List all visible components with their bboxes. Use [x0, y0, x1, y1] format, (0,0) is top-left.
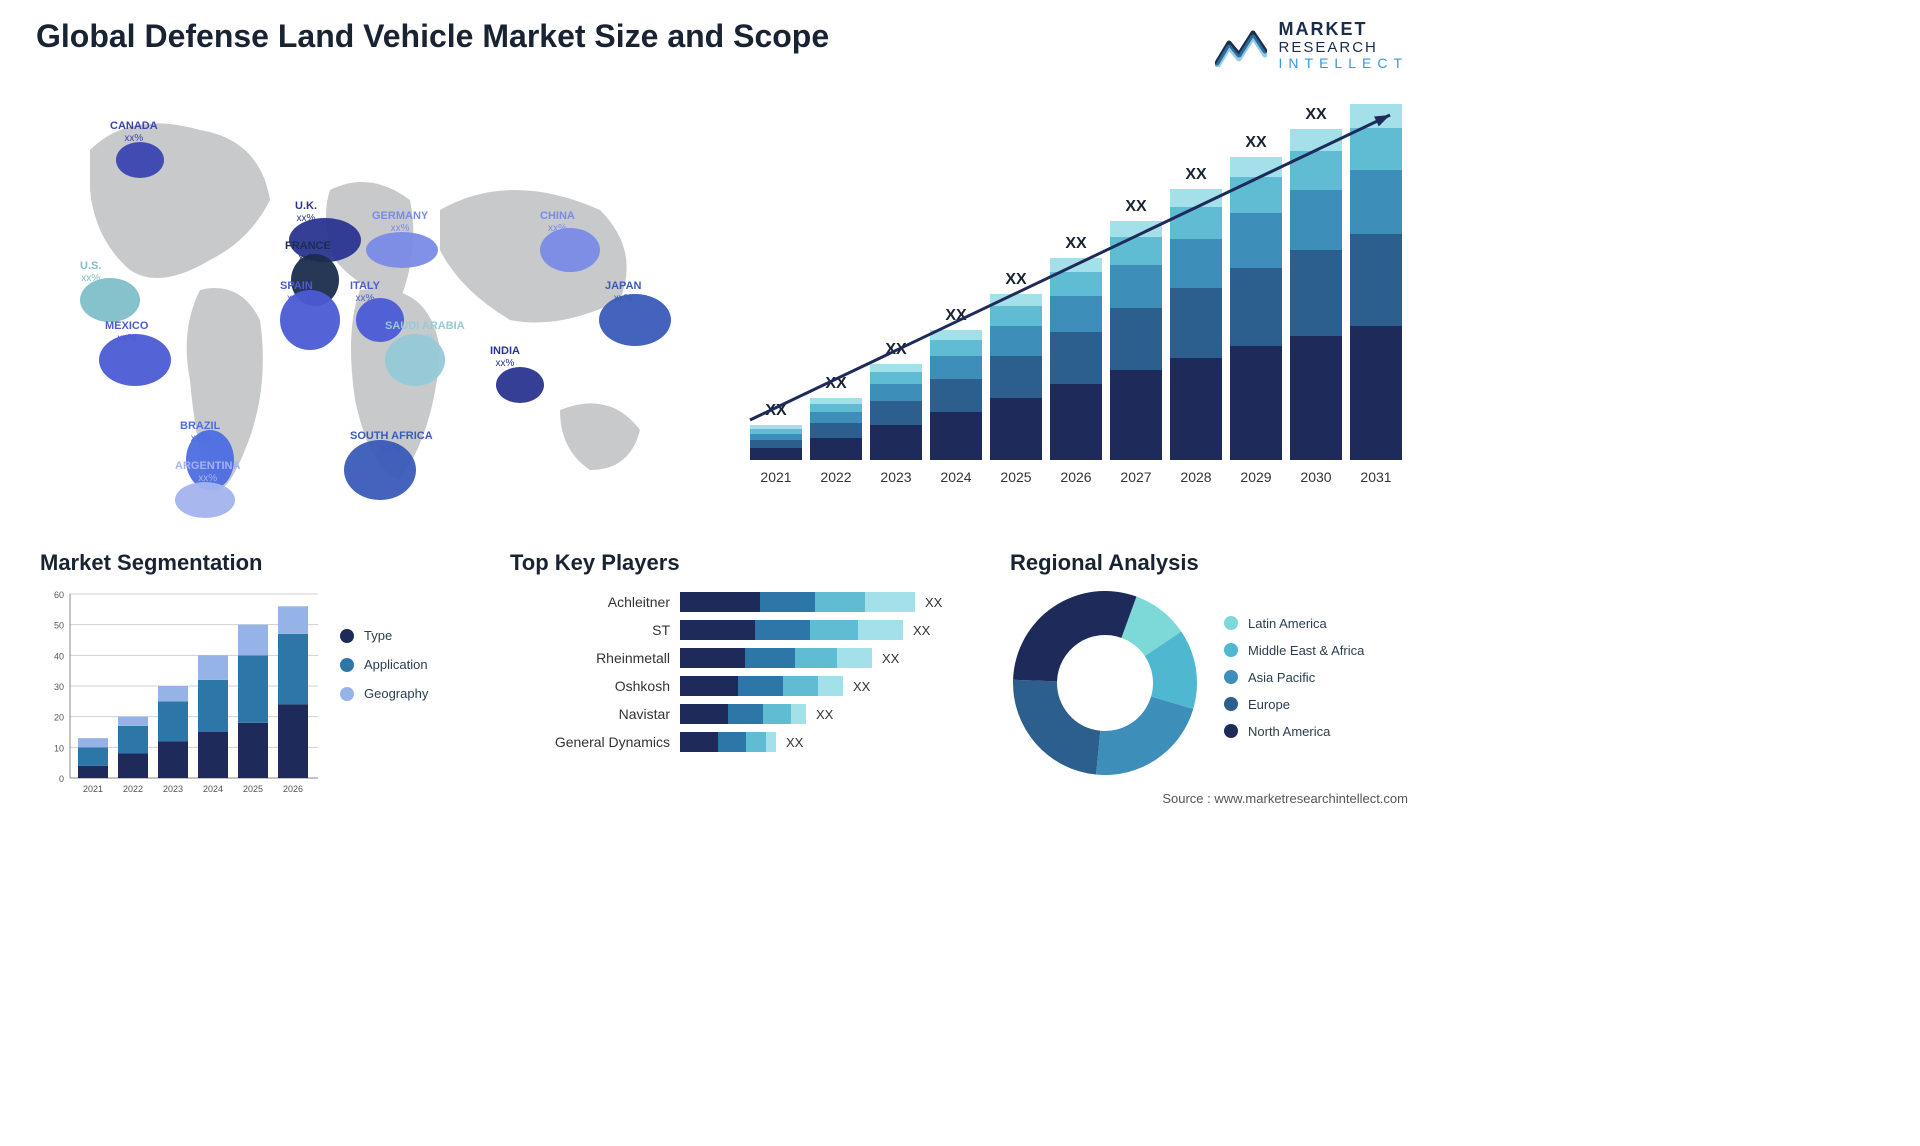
svg-text:2023: 2023 [163, 784, 183, 794]
map-label-italy: ITALYxx% [350, 280, 380, 305]
segmentation-legend-item: Geography [340, 686, 428, 701]
svg-text:2022: 2022 [123, 784, 143, 794]
svg-text:2026: 2026 [1060, 469, 1091, 485]
svg-text:XX: XX [1245, 134, 1267, 151]
regional-legend-item: Latin America [1224, 616, 1364, 631]
segmentation-section: Market Segmentation 0 10 20 30 40 50 60 2021 202… [40, 550, 460, 803]
svg-text:2026: 2026 [283, 784, 303, 794]
source-text: Source : www.marketresearchintellect.com [1162, 791, 1408, 806]
player-bar-row: XX [680, 728, 940, 756]
svg-text:XX: XX [1125, 198, 1147, 215]
svg-text:XX: XX [1005, 271, 1027, 288]
svg-text:60: 60 [54, 590, 64, 600]
player-label: Achleitner [510, 588, 680, 616]
svg-text:XX: XX [1065, 235, 1087, 252]
map-label-u-s-: U.S.xx% [80, 260, 101, 285]
svg-text:20: 20 [54, 713, 64, 723]
regional-donut [1010, 588, 1200, 778]
player-label: Navistar [510, 700, 680, 728]
svg-text:2027: 2027 [1120, 469, 1151, 485]
svg-text:2031: 2031 [1360, 469, 1391, 485]
growth-chart-svg: XX2021XX2022XX2023XX2024XX2025XX2026XX20… [740, 100, 1410, 520]
map-label-saudi-arabia: SAUDI ARABIAxx% [385, 320, 465, 345]
segmentation-legend: Type Application Geography [340, 628, 428, 715]
logo-line2: RESEARCH [1279, 40, 1408, 57]
key-players-bars: XX XX XX XX XX XX [680, 588, 940, 756]
player-label: Oshkosh [510, 672, 680, 700]
world-map: CANADAxx% U.S.xx% MEXICOxx% BRAZILxx% ARGENT… [40, 90, 680, 530]
svg-text:2025: 2025 [243, 784, 263, 794]
svg-text:10: 10 [54, 743, 64, 753]
player-bar-row: XX [680, 616, 940, 644]
map-label-argentina: ARGENTINAxx% [175, 460, 240, 485]
key-players-title: Top Key Players [510, 550, 990, 576]
key-players-section: Top Key Players AchleitnerSTRheinmetallO… [510, 550, 990, 756]
map-label-germany: GERMANYxx% [372, 210, 428, 235]
map-label-canada: CANADAxx% [110, 120, 158, 145]
segmentation-title: Market Segmentation [40, 550, 460, 576]
segmentation-legend-item: Application [340, 657, 428, 672]
svg-text:40: 40 [54, 651, 64, 661]
map-label-brazil: BRAZILxx% [180, 420, 220, 445]
growth-chart: XX2021XX2022XX2023XX2024XX2025XX2026XX20… [740, 100, 1410, 520]
svg-text:2030: 2030 [1300, 469, 1331, 485]
map-label-mexico: MEXICOxx% [105, 320, 148, 345]
svg-text:2022: 2022 [820, 469, 851, 485]
svg-text:2023: 2023 [880, 469, 911, 485]
svg-text:2029: 2029 [1240, 469, 1271, 485]
regional-section: Regional Analysis Latin America Middle Ea… [1010, 550, 1420, 778]
segmentation-legend-item: Type [340, 628, 428, 643]
map-label-u-k-: U.K.xx% [295, 200, 317, 225]
map-label-india: INDIAxx% [490, 345, 520, 370]
svg-text:30: 30 [54, 682, 64, 692]
map-label-south-africa: SOUTH AFRICAxx% [350, 430, 433, 455]
svg-text:0: 0 [59, 774, 64, 784]
logo-line1: MARKET [1279, 20, 1408, 40]
player-value: XX [925, 595, 942, 610]
brand-logo: MARKET RESEARCH INTELLECT [1215, 20, 1408, 72]
page-title: Global Defense Land Vehicle Market Size … [36, 18, 829, 55]
player-value: XX [853, 679, 870, 694]
map-label-spain: SPAINxx% [280, 280, 313, 305]
player-bar-row: XX [680, 700, 940, 728]
svg-text:2024: 2024 [940, 469, 971, 485]
logo-line3: INTELLECT [1279, 56, 1408, 71]
regional-legend-item: Asia Pacific [1224, 670, 1364, 685]
map-label-france: FRANCExx% [285, 240, 331, 265]
key-players-labels: AchleitnerSTRheinmetallOshkoshNavistarGe… [510, 588, 680, 756]
regional-legend: Latin America Middle East & Africa Asia Pa… [1224, 616, 1364, 751]
svg-text:XX: XX [1185, 166, 1207, 183]
player-value: XX [882, 651, 899, 666]
svg-text:2025: 2025 [1000, 469, 1031, 485]
svg-text:XX: XX [1305, 106, 1327, 123]
player-value: XX [786, 735, 803, 750]
logo-icon [1215, 25, 1267, 67]
player-value: XX [816, 707, 833, 722]
world-map-silhouette [40, 90, 680, 530]
player-value: XX [913, 623, 930, 638]
player-bar-row: XX [680, 588, 940, 616]
player-label: Rheinmetall [510, 644, 680, 672]
regional-title: Regional Analysis [1010, 550, 1420, 576]
svg-text:2024: 2024 [203, 784, 223, 794]
regional-legend-item: North America [1224, 724, 1364, 739]
svg-text:2028: 2028 [1180, 469, 1211, 485]
segmentation-chart: 0 10 20 30 40 50 60 2021 2022 2023 2024 2025 2026 [40, 588, 320, 798]
player-label: General Dynamics [510, 728, 680, 756]
svg-text:50: 50 [54, 621, 64, 631]
map-label-japan: JAPANxx% [605, 280, 641, 305]
map-label-china: CHINAxx% [540, 210, 575, 235]
player-label: ST [510, 616, 680, 644]
regional-legend-item: Europe [1224, 697, 1364, 712]
player-bar-row: XX [680, 644, 940, 672]
player-bar-row: XX [680, 672, 940, 700]
regional-legend-item: Middle East & Africa [1224, 643, 1364, 658]
svg-text:2021: 2021 [83, 784, 103, 794]
svg-text:2021: 2021 [760, 469, 791, 485]
